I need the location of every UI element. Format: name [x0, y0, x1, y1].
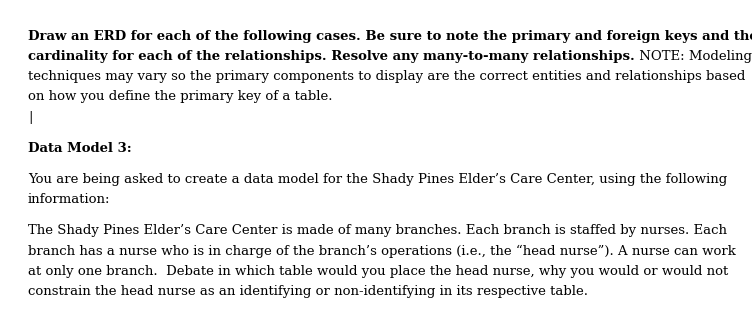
Text: information:: information:	[28, 193, 111, 206]
Text: NOTE: Modeling: NOTE: Modeling	[635, 50, 752, 63]
Text: The Shady Pines Elder’s Care Center is made of many branches. Each branch is sta: The Shady Pines Elder’s Care Center is m…	[28, 224, 727, 238]
Text: constrain the head nurse as an identifying or non-identifying in its respective : constrain the head nurse as an identifyi…	[28, 285, 588, 298]
Text: Data Model 3:: Data Model 3:	[28, 142, 132, 155]
Text: Draw an ERD for each of the following cases. Be sure to note the primary and for: Draw an ERD for each of the following ca…	[28, 30, 752, 43]
Text: techniques may vary so the primary components to display are the correct entitie: techniques may vary so the primary compo…	[28, 70, 745, 83]
Text: branch has a nurse who is in charge of the branch’s operations (i.e., the “head : branch has a nurse who is in charge of t…	[28, 245, 736, 258]
Text: on how you define the primary key of a table.: on how you define the primary key of a t…	[28, 90, 332, 103]
Text: You are being asked to create a data model for the Shady Pines Elder’s Care Cent: You are being asked to create a data mod…	[28, 173, 727, 186]
Text: cardinality for each of the relationships. Resolve any many-to-many relationship: cardinality for each of the relationship…	[28, 50, 635, 63]
Text: |: |	[28, 111, 32, 123]
Text: at only one branch.  Debate in which table would you place the head nurse, why y: at only one branch. Debate in which tabl…	[28, 265, 728, 278]
